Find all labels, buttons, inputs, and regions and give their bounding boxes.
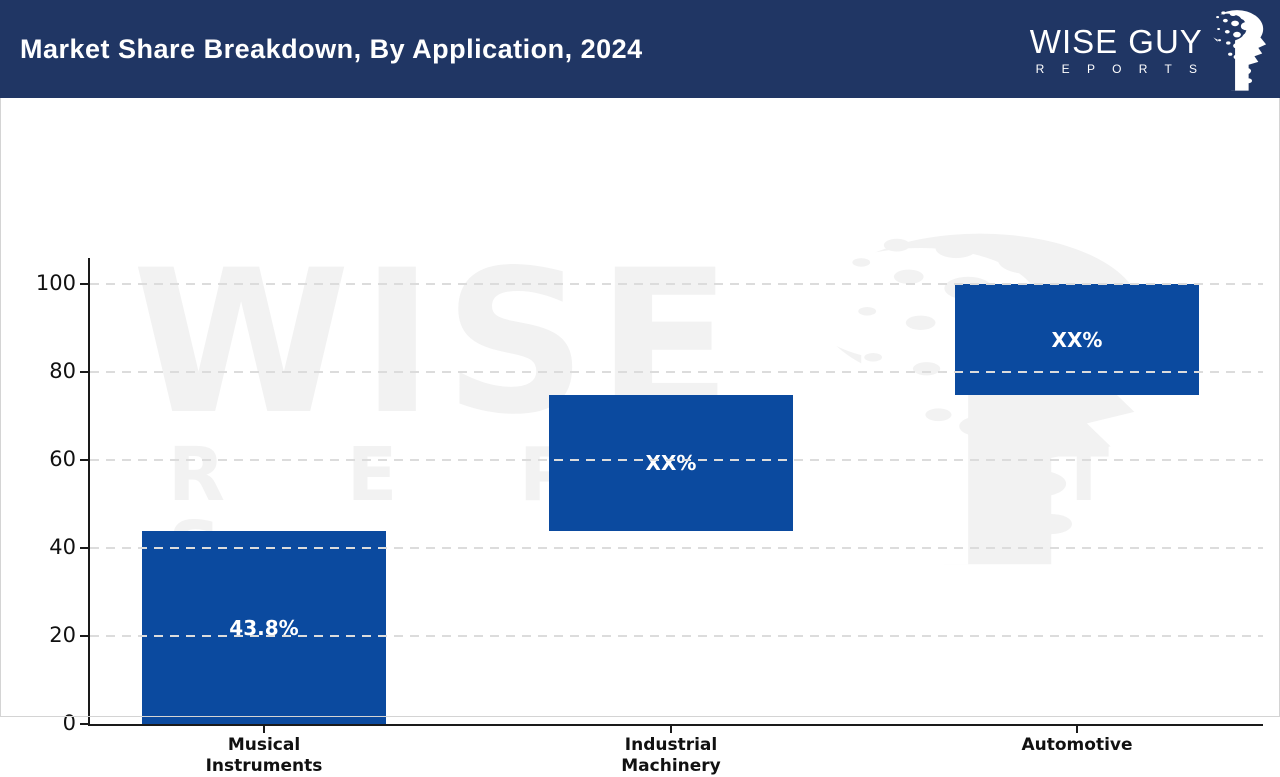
y-axis-line xyxy=(88,258,90,726)
y-tick-mark xyxy=(80,283,88,286)
y-tick-label: 0 xyxy=(62,711,76,735)
brand-name: WISE GUY xyxy=(1029,22,1203,60)
y-tick-mark xyxy=(80,459,88,462)
y-tick-mark xyxy=(80,547,88,550)
page-title: Market Share Breakdown, By Application, … xyxy=(20,33,643,64)
brand-logo: WISE GUY R E P O R T S xyxy=(1029,8,1268,92)
header-band: Market Share Breakdown, By Application, … xyxy=(0,0,1280,98)
x-category-line: Musical xyxy=(227,735,301,755)
brand-subtitle: R E P O R T S xyxy=(1035,61,1204,76)
x-category-line: Instruments xyxy=(205,756,323,776)
y-tick-label: 60 xyxy=(49,447,76,472)
x-tick-mark xyxy=(1076,726,1078,733)
x-category-label: Musical Instruments xyxy=(114,735,414,777)
y-tick-label: 100 xyxy=(35,271,76,296)
head-profile-icon xyxy=(1207,10,1267,91)
bar-value-label: XX% xyxy=(1051,327,1103,352)
y-tick-mark xyxy=(80,723,88,725)
bar-segment-2: XX% xyxy=(549,395,793,532)
x-category-line: Industrial xyxy=(624,735,718,755)
y-tick-label: 20 xyxy=(49,623,76,648)
gridline-y20 xyxy=(90,635,1263,638)
bar-segment-1: 43.8% xyxy=(142,531,386,724)
gridline-y80 xyxy=(90,371,1263,374)
gridline-y60 xyxy=(90,459,1263,462)
gridline-y100 xyxy=(90,283,1263,286)
y-tick-label: 40 xyxy=(49,535,76,560)
y-tick-mark xyxy=(80,635,88,638)
bar-value-label: XX% xyxy=(645,451,697,476)
y-tick-mark xyxy=(80,371,88,374)
gridline-y40 xyxy=(90,547,1263,550)
x-category-label: Industrial Machinery xyxy=(521,735,821,777)
x-tick-mark xyxy=(263,726,265,733)
x-category-label: Automotive xyxy=(927,735,1227,756)
chart-plot-area: 0 20 40 60 80 100 43.8% Musical Instruments XX% In… xyxy=(0,98,1280,776)
brand-logo-text: WISE GUY R E P O R T S xyxy=(1029,22,1204,76)
x-category-line: Automotive xyxy=(1021,735,1133,755)
y-tick-label: 80 xyxy=(49,359,76,384)
bar-segment-3: XX% xyxy=(955,284,1199,396)
x-category-line: Machinery xyxy=(621,756,721,776)
x-tick-mark xyxy=(670,726,672,733)
